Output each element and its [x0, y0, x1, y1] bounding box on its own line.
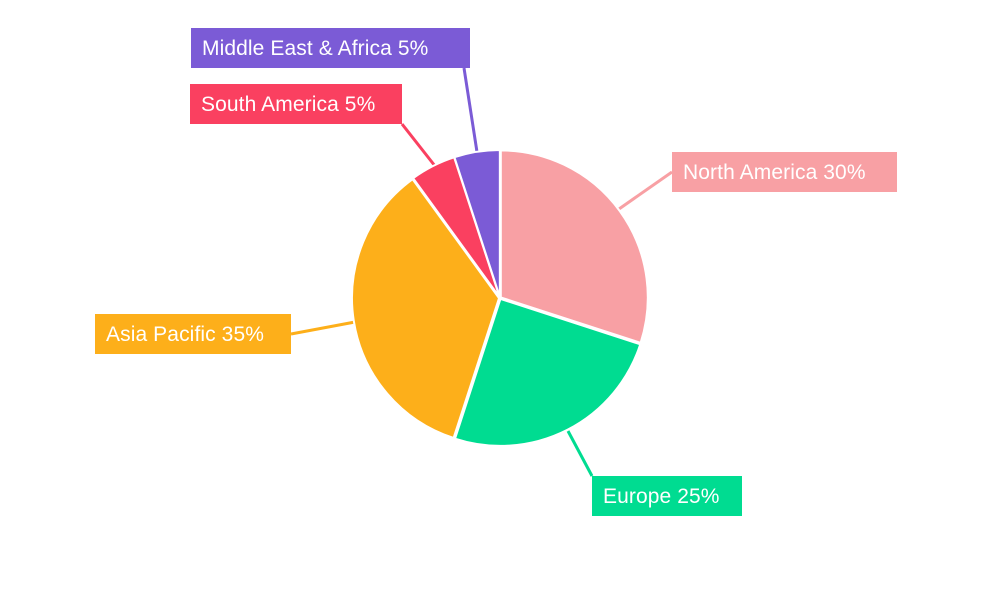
pie-label-europe[interactable]: Europe 25% [592, 476, 742, 516]
leader-line-south-america [400, 123, 437, 167]
leader-line-north-america [618, 170, 673, 211]
pie-label-text: North America 30% [683, 160, 866, 184]
pie-label-south-america[interactable]: South America 5% [190, 84, 402, 124]
pie-label-text: Europe 25% [603, 484, 720, 508]
pie-slice-north-america[interactable] [499, 149, 649, 344]
pie-label-asia-pacific[interactable]: Asia Pacific 35% [95, 314, 291, 354]
pie-label-text: Middle East & Africa 5% [202, 36, 429, 60]
leader-line-europe [566, 430, 594, 477]
pie-label-text: South America 5% [201, 92, 376, 116]
pie-slice-asia-pacific[interactable] [351, 178, 501, 439]
leader-line-asia-pacific [290, 320, 356, 336]
pie-label-middle-east-africa[interactable]: Middle East & Africa 5% [191, 28, 470, 68]
pie-label-text: Asia Pacific 35% [106, 322, 265, 346]
leader-lines-group [290, 67, 673, 477]
pie-slice-europe[interactable] [454, 297, 642, 447]
pie-slices-group [351, 149, 649, 447]
pie-label-north-america[interactable]: North America 30% [672, 152, 897, 192]
pie-slice-middle-east-africa[interactable] [453, 149, 501, 299]
leader-line-middle-east-africa [462, 67, 479, 153]
